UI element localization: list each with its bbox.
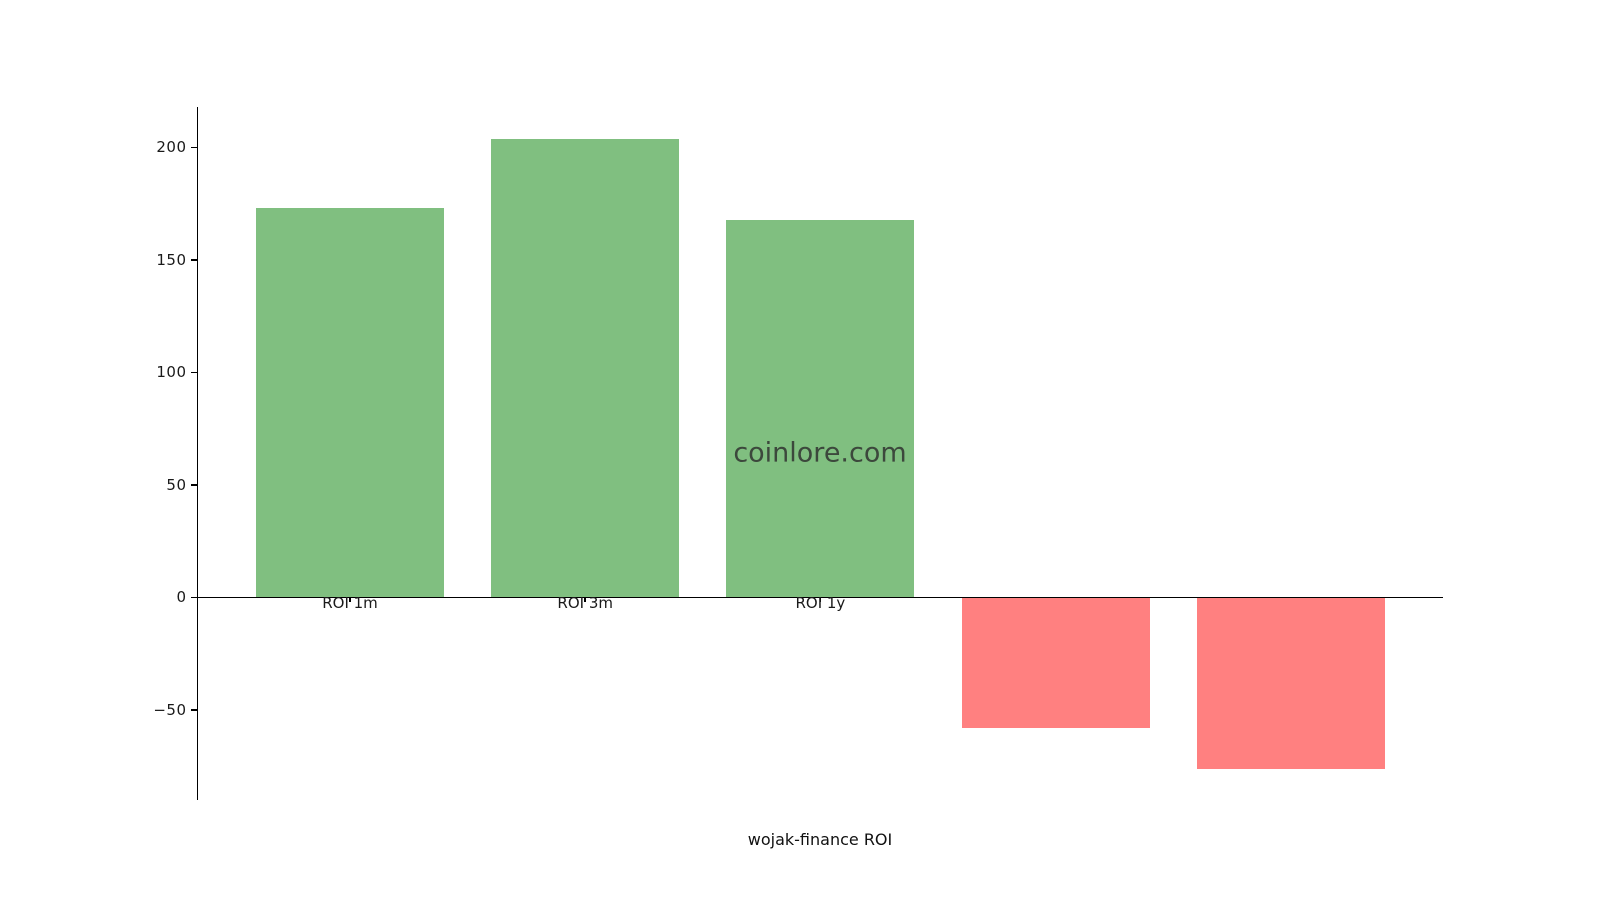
y-tick <box>190 484 197 486</box>
y-tick <box>190 146 197 149</box>
x-tick-label: ROI 3m <box>557 593 613 612</box>
bar-roi-3 <box>961 597 1150 728</box>
y-tick-label: 150 <box>156 250 187 269</box>
y-axis-spine <box>196 107 198 800</box>
y-tick-label: 50 <box>166 475 187 494</box>
x-tick <box>819 598 822 603</box>
y-tick <box>190 259 197 261</box>
y-tick-label: 0 <box>176 588 187 606</box>
y-tick-label: 200 <box>156 138 187 156</box>
bar-roi-4 <box>1196 597 1385 769</box>
x-tick-label: ROI 1m <box>322 593 378 612</box>
y-tick-label: −50 <box>153 700 187 719</box>
chart-title: wojak-finance ROI <box>747 830 893 849</box>
y-tick <box>190 371 197 374</box>
bar-roi-1m <box>256 208 444 598</box>
y-tick-label: 100 <box>156 363 187 381</box>
x-tick-label: ROI 1y <box>795 593 846 612</box>
bar-roi-1y <box>726 219 915 598</box>
bar-roi-3m <box>491 138 680 598</box>
x-axis-line <box>198 596 1443 599</box>
x-tick <box>584 598 586 603</box>
x-tick <box>349 598 351 603</box>
y-tick <box>190 596 197 599</box>
y-tick <box>190 709 197 711</box>
watermark: coinlore.com <box>733 437 907 469</box>
